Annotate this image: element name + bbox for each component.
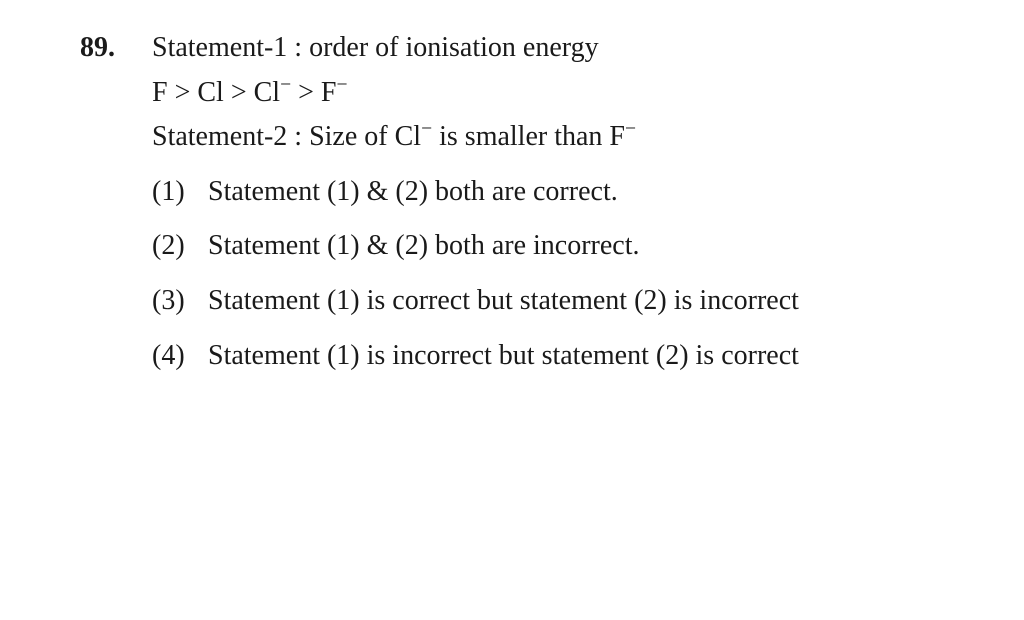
statement-1: Statement-1 : order of ionisation energy: [152, 28, 944, 69]
option-3[interactable]: (3) Statement (1) is correct but stateme…: [152, 281, 944, 322]
question-row: 89. Statement-1 : order of ionisation en…: [80, 28, 944, 390]
question-number: 89.: [80, 28, 152, 69]
option-number: (4): [152, 336, 208, 377]
option-2[interactable]: (2) Statement (1) & (2) both are incorre…: [152, 226, 944, 267]
options-list: (1) Statement (1) & (2) both are correct…: [152, 172, 944, 376]
question-page: 89. Statement-1 : order of ionisation en…: [0, 0, 1024, 410]
option-4[interactable]: (4) Statement (1) is incorrect but state…: [152, 336, 944, 377]
option-text: Statement (1) is incorrect but statement…: [208, 336, 944, 377]
option-text: Statement (1) & (2) both are incorrect.: [208, 226, 944, 267]
ionisation-inequality: F > Cl > Cl− > F−: [152, 73, 944, 114]
question-body: Statement-1 : order of ionisation energy…: [152, 28, 944, 390]
option-text: Statement (1) & (2) both are correct.: [208, 172, 944, 213]
option-number: (2): [152, 226, 208, 267]
statement-2: Statement-2 : Size of Cl− is smaller tha…: [152, 117, 944, 158]
option-1[interactable]: (1) Statement (1) & (2) both are correct…: [152, 172, 944, 213]
option-text: Statement (1) is correct but statement (…: [208, 281, 944, 322]
option-number: (3): [152, 281, 208, 322]
option-number: (1): [152, 172, 208, 213]
